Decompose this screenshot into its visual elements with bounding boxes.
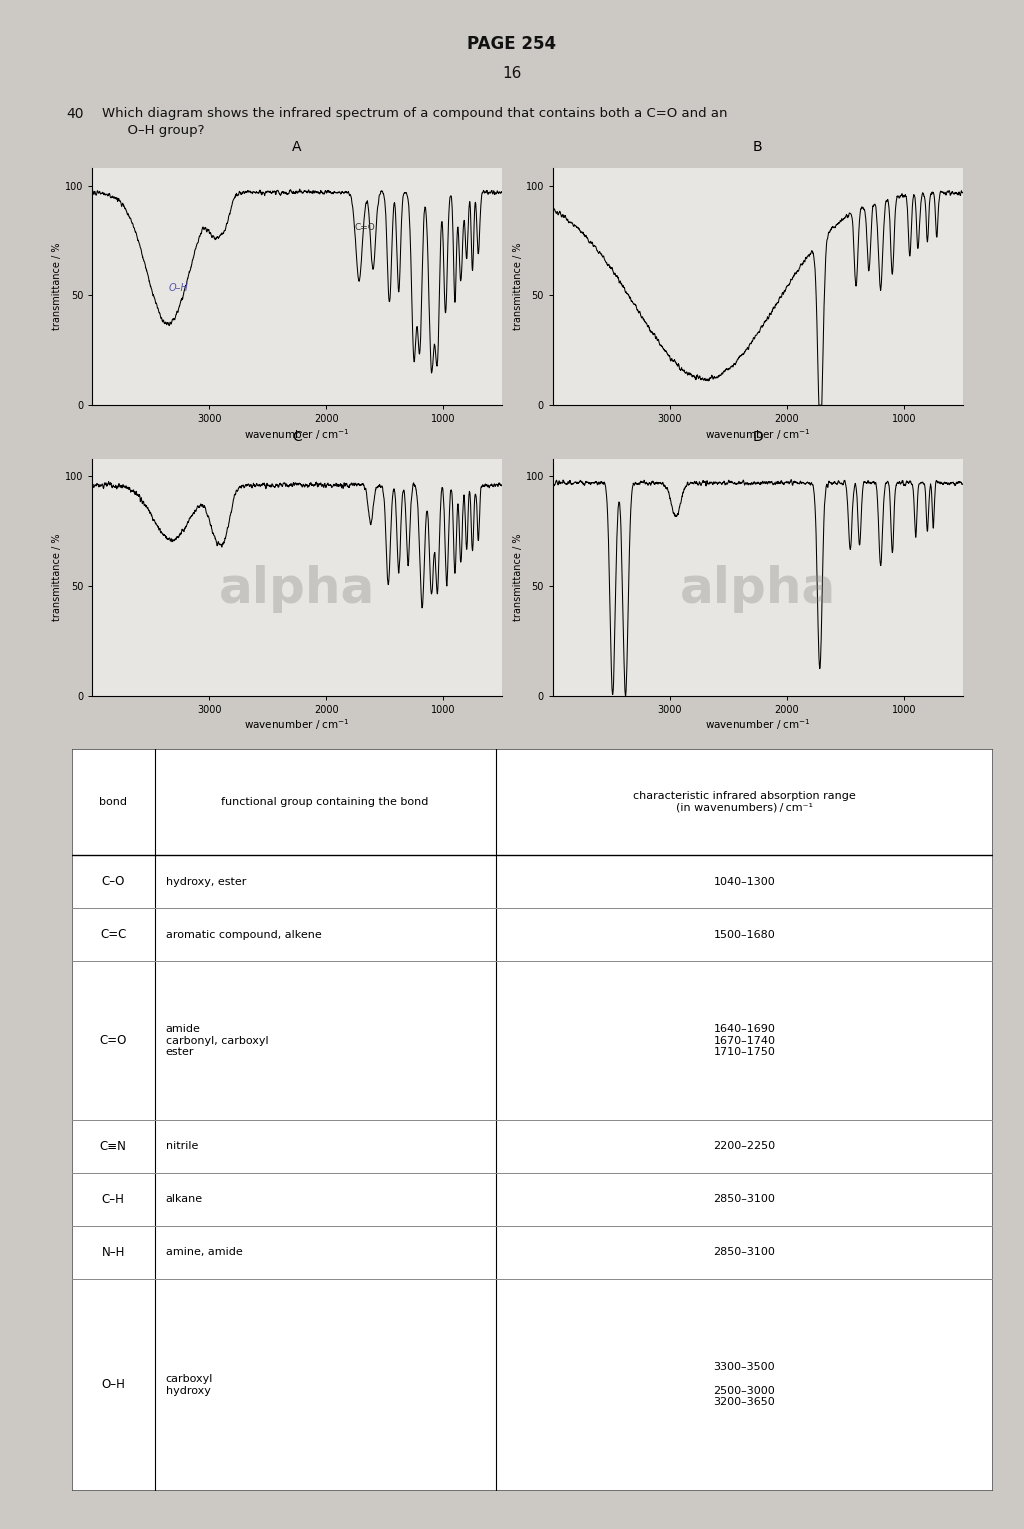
Text: C=C: C=C [100, 928, 126, 942]
X-axis label: wavenumber / cm$^{-1}$: wavenumber / cm$^{-1}$ [705, 717, 811, 732]
Text: 2200–2250: 2200–2250 [714, 1142, 775, 1151]
X-axis label: wavenumber / cm$^{-1}$: wavenumber / cm$^{-1}$ [244, 427, 350, 442]
Text: alpha: alpha [680, 566, 836, 613]
Text: 2850–3100: 2850–3100 [714, 1194, 775, 1205]
Text: O–H: O–H [101, 1378, 125, 1391]
Text: Which diagram shows the infrared spectrum of a compound that contains both a C=O: Which diagram shows the infrared spectru… [102, 107, 728, 138]
Text: C–H: C–H [101, 1193, 125, 1206]
Text: amine, amide: amine, amide [166, 1248, 243, 1257]
Text: C: C [292, 431, 302, 445]
Text: 1640–1690
1670–1740
1710–1750: 1640–1690 1670–1740 1710–1750 [714, 1024, 775, 1057]
Text: C≡N: C≡N [99, 1141, 127, 1153]
Text: characteristic infrared absorption range
(in wavenumbers) / cm⁻¹: characteristic infrared absorption range… [633, 792, 856, 813]
Text: alkane: alkane [166, 1194, 203, 1205]
Text: A: A [292, 141, 302, 154]
Text: amide
carbonyl, carboxyl
ester: amide carbonyl, carboxyl ester [166, 1024, 268, 1057]
Text: D: D [753, 431, 763, 445]
Text: B: B [753, 141, 763, 154]
Text: 1500–1680: 1500–1680 [714, 930, 775, 940]
Text: PAGE 254: PAGE 254 [467, 35, 557, 54]
X-axis label: wavenumber / cm$^{-1}$: wavenumber / cm$^{-1}$ [705, 427, 811, 442]
Text: O–H: O–H [168, 283, 188, 294]
Y-axis label: transmittance / %: transmittance / % [513, 534, 523, 621]
Text: C–O: C–O [101, 875, 125, 888]
Text: bond: bond [99, 797, 127, 807]
Text: alpha: alpha [219, 566, 375, 613]
X-axis label: wavenumber / cm$^{-1}$: wavenumber / cm$^{-1}$ [244, 717, 350, 732]
Y-axis label: transmittance / %: transmittance / % [52, 243, 62, 330]
Text: N–H: N–H [101, 1246, 125, 1258]
Text: 40: 40 [67, 107, 84, 121]
Text: functional group containing the bond: functional group containing the bond [221, 797, 429, 807]
Text: C=O: C=O [99, 1034, 127, 1047]
Text: carboxyl
hydroxy: carboxyl hydroxy [166, 1375, 213, 1396]
Text: 2850–3100: 2850–3100 [714, 1248, 775, 1257]
Text: 3300–3500

2500–3000
3200–3650: 3300–3500 2500–3000 3200–3650 [714, 1362, 775, 1407]
Text: C=O: C=O [354, 223, 375, 231]
Y-axis label: transmittance / %: transmittance / % [52, 534, 62, 621]
Text: nitrile: nitrile [166, 1142, 198, 1151]
Y-axis label: transmittance / %: transmittance / % [513, 243, 523, 330]
Text: 1040–1300: 1040–1300 [714, 876, 775, 887]
Text: aromatic compound, alkene: aromatic compound, alkene [166, 930, 322, 940]
Text: 16: 16 [503, 66, 521, 81]
Text: hydroxy, ester: hydroxy, ester [166, 876, 246, 887]
